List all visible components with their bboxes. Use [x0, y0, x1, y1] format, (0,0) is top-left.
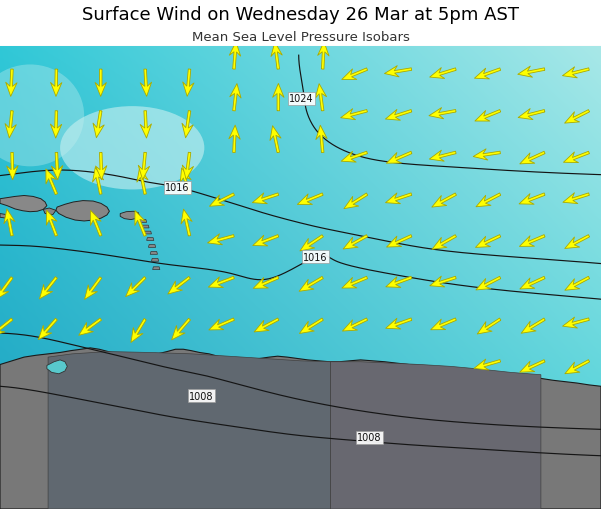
- Polygon shape: [150, 252, 157, 255]
- Polygon shape: [43, 209, 56, 215]
- Ellipse shape: [60, 107, 204, 190]
- Polygon shape: [148, 245, 156, 248]
- Polygon shape: [0, 348, 601, 509]
- Polygon shape: [0, 214, 6, 219]
- Text: Mean Sea Level Pressure Isobars: Mean Sea Level Pressure Isobars: [192, 31, 409, 44]
- Text: 1016: 1016: [304, 252, 328, 262]
- Polygon shape: [56, 201, 109, 221]
- Polygon shape: [120, 212, 139, 220]
- Polygon shape: [147, 238, 154, 241]
- Polygon shape: [142, 225, 149, 229]
- Text: 1008: 1008: [189, 391, 213, 401]
- Polygon shape: [0, 196, 47, 212]
- Polygon shape: [48, 352, 331, 509]
- Text: 1024: 1024: [290, 94, 314, 104]
- Polygon shape: [153, 267, 160, 270]
- Ellipse shape: [0, 65, 84, 167]
- Text: Surface Wind on Wednesday 26 Mar at 5pm AST: Surface Wind on Wednesday 26 Mar at 5pm …: [82, 6, 519, 24]
- Polygon shape: [139, 220, 147, 223]
- Polygon shape: [144, 232, 151, 235]
- Text: 1016: 1016: [165, 183, 189, 193]
- Polygon shape: [47, 360, 67, 374]
- Polygon shape: [151, 259, 159, 262]
- Text: 1008: 1008: [358, 432, 382, 442]
- Polygon shape: [331, 362, 541, 509]
